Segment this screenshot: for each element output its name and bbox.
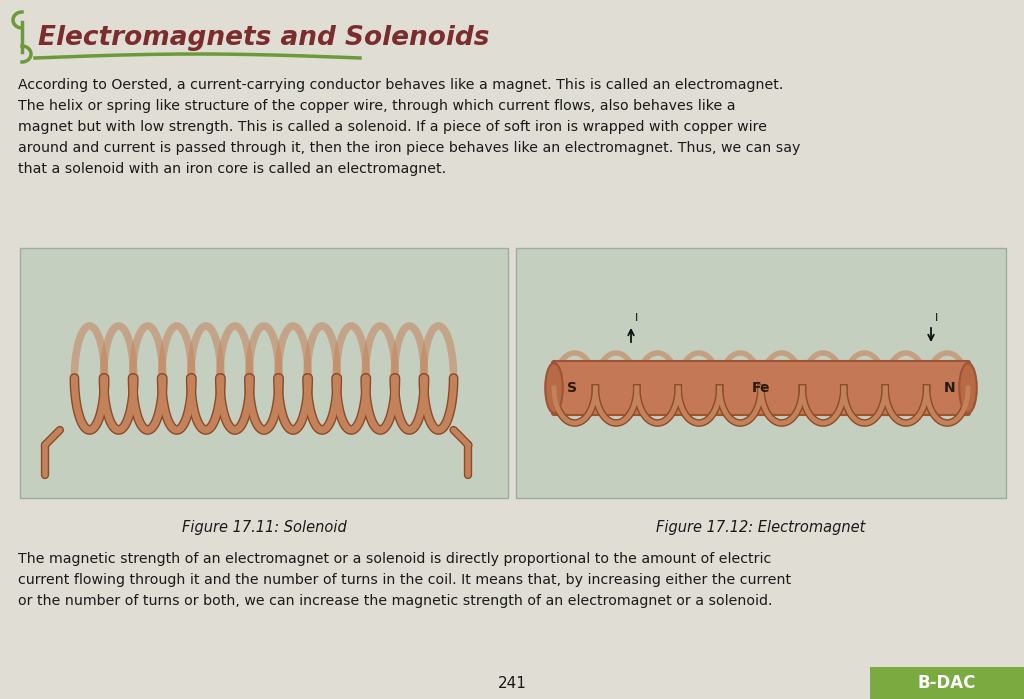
Text: B-DAC: B-DAC <box>918 674 976 692</box>
Text: 241: 241 <box>498 675 526 691</box>
Ellipse shape <box>959 363 977 413</box>
FancyBboxPatch shape <box>20 248 508 498</box>
Text: magnet but with low strength. This is called a solenoid. If a piece of soft iron: magnet but with low strength. This is ca… <box>18 120 767 134</box>
Text: I: I <box>935 313 938 323</box>
Text: or the number of turns or both, we can increase the magnetic strength of an elec: or the number of turns or both, we can i… <box>18 594 772 608</box>
Text: The magnetic strength of an electromagnet or a solenoid is directly proportional: The magnetic strength of an electromagne… <box>18 552 771 566</box>
Text: I: I <box>635 313 638 323</box>
FancyBboxPatch shape <box>870 667 1024 699</box>
Text: current flowing through it and the number of turns in the coil. It means that, b: current flowing through it and the numbe… <box>18 573 792 587</box>
Text: around and current is passed through it, then the iron piece behaves like an ele: around and current is passed through it,… <box>18 141 801 155</box>
Ellipse shape <box>545 363 563 413</box>
Text: The helix or spring like structure of the copper wire, through which current flo: The helix or spring like structure of th… <box>18 99 735 113</box>
FancyBboxPatch shape <box>552 361 970 415</box>
Text: N: N <box>944 381 955 395</box>
Text: Figure 17.11: Solenoid: Figure 17.11: Solenoid <box>181 520 346 535</box>
Text: S: S <box>567 381 577 395</box>
Text: Figure 17.12: Electromagnet: Figure 17.12: Electromagnet <box>656 520 865 535</box>
Text: that a solenoid with an iron core is called an electromagnet.: that a solenoid with an iron core is cal… <box>18 162 446 176</box>
Text: Fe: Fe <box>752 381 770 395</box>
Text: Electromagnets and Solenoids: Electromagnets and Solenoids <box>38 25 489 51</box>
FancyBboxPatch shape <box>516 248 1006 498</box>
Text: According to Oersted, a current-carrying conductor behaves like a magnet. This i: According to Oersted, a current-carrying… <box>18 78 783 92</box>
